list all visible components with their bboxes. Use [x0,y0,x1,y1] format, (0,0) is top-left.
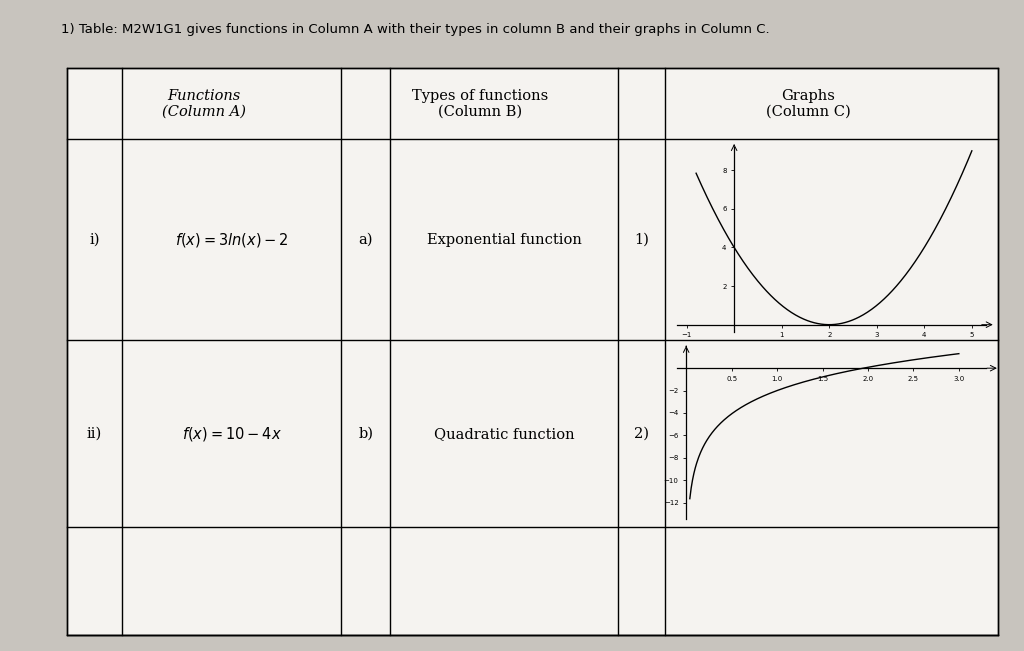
Text: Functions
(Column A): Functions (Column A) [162,89,246,119]
Text: b): b) [358,426,373,441]
Text: Quadratic function: Quadratic function [434,426,574,441]
Text: a): a) [358,232,373,247]
Text: 1) Table: M2W1G1 gives functions in Column A with their types in column B and th: 1) Table: M2W1G1 gives functions in Colu… [61,23,770,36]
Text: 1): 1) [634,232,649,247]
Text: ii): ii) [87,426,102,441]
Text: Types of functions
(Column B): Types of functions (Column B) [412,89,548,119]
Text: Graphs
(Column C): Graphs (Column C) [766,89,851,119]
Text: Exponential function: Exponential function [427,232,582,247]
Bar [67,68,998,635]
Text: $f(x) = 10 - 4x$: $f(x) = 10 - 4x$ [182,424,282,443]
Text: i): i) [89,232,99,247]
Text: $f(x) = 3ln(x) - 2$: $f(x) = 3ln(x) - 2$ [175,230,289,249]
Text: 2): 2) [634,426,649,441]
